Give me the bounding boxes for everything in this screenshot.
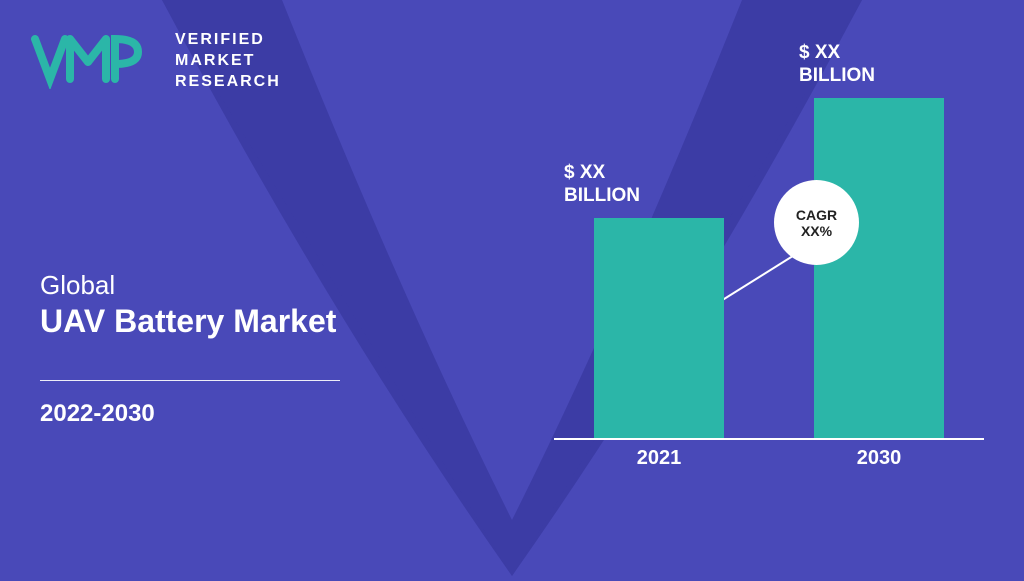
subtitle: Global	[40, 270, 336, 301]
bar-fill	[594, 218, 724, 438]
vmr-logo-icon	[30, 34, 160, 89]
cagr-value: XX%	[801, 223, 832, 239]
page-title: UAV Battery Market	[40, 303, 336, 340]
bar-2030: $ XX BILLION 2030	[814, 98, 944, 438]
title-block: Global UAV Battery Market	[40, 270, 336, 340]
cagr-badge: CAGR XX%	[774, 180, 859, 265]
logo-line1: VERIFIED	[175, 30, 281, 51]
chart-baseline	[554, 438, 984, 440]
logo-text: VERIFIED MARKET RESEARCH	[175, 30, 281, 92]
bar-2021: $ XX BILLION 2021	[594, 218, 724, 438]
bar-fill	[814, 98, 944, 438]
date-range: 2022-2030	[40, 400, 155, 428]
logo-line2: MARKET	[175, 51, 281, 72]
bar-label-2021: 2021	[594, 447, 724, 470]
bar-value-2021: $ XX BILLION	[564, 162, 714, 208]
market-chart: $ XX BILLION 2021 $ XX BILLION 2030 CAGR…	[554, 60, 984, 480]
bar-label-2030: 2030	[814, 447, 944, 470]
logo: VERIFIED MARKET RESEARCH	[30, 30, 281, 92]
cagr-label: CAGR	[796, 207, 837, 223]
bar-value-2030: $ XX BILLION	[799, 42, 949, 88]
divider	[40, 380, 340, 381]
logo-line3: RESEARCH	[175, 72, 281, 93]
